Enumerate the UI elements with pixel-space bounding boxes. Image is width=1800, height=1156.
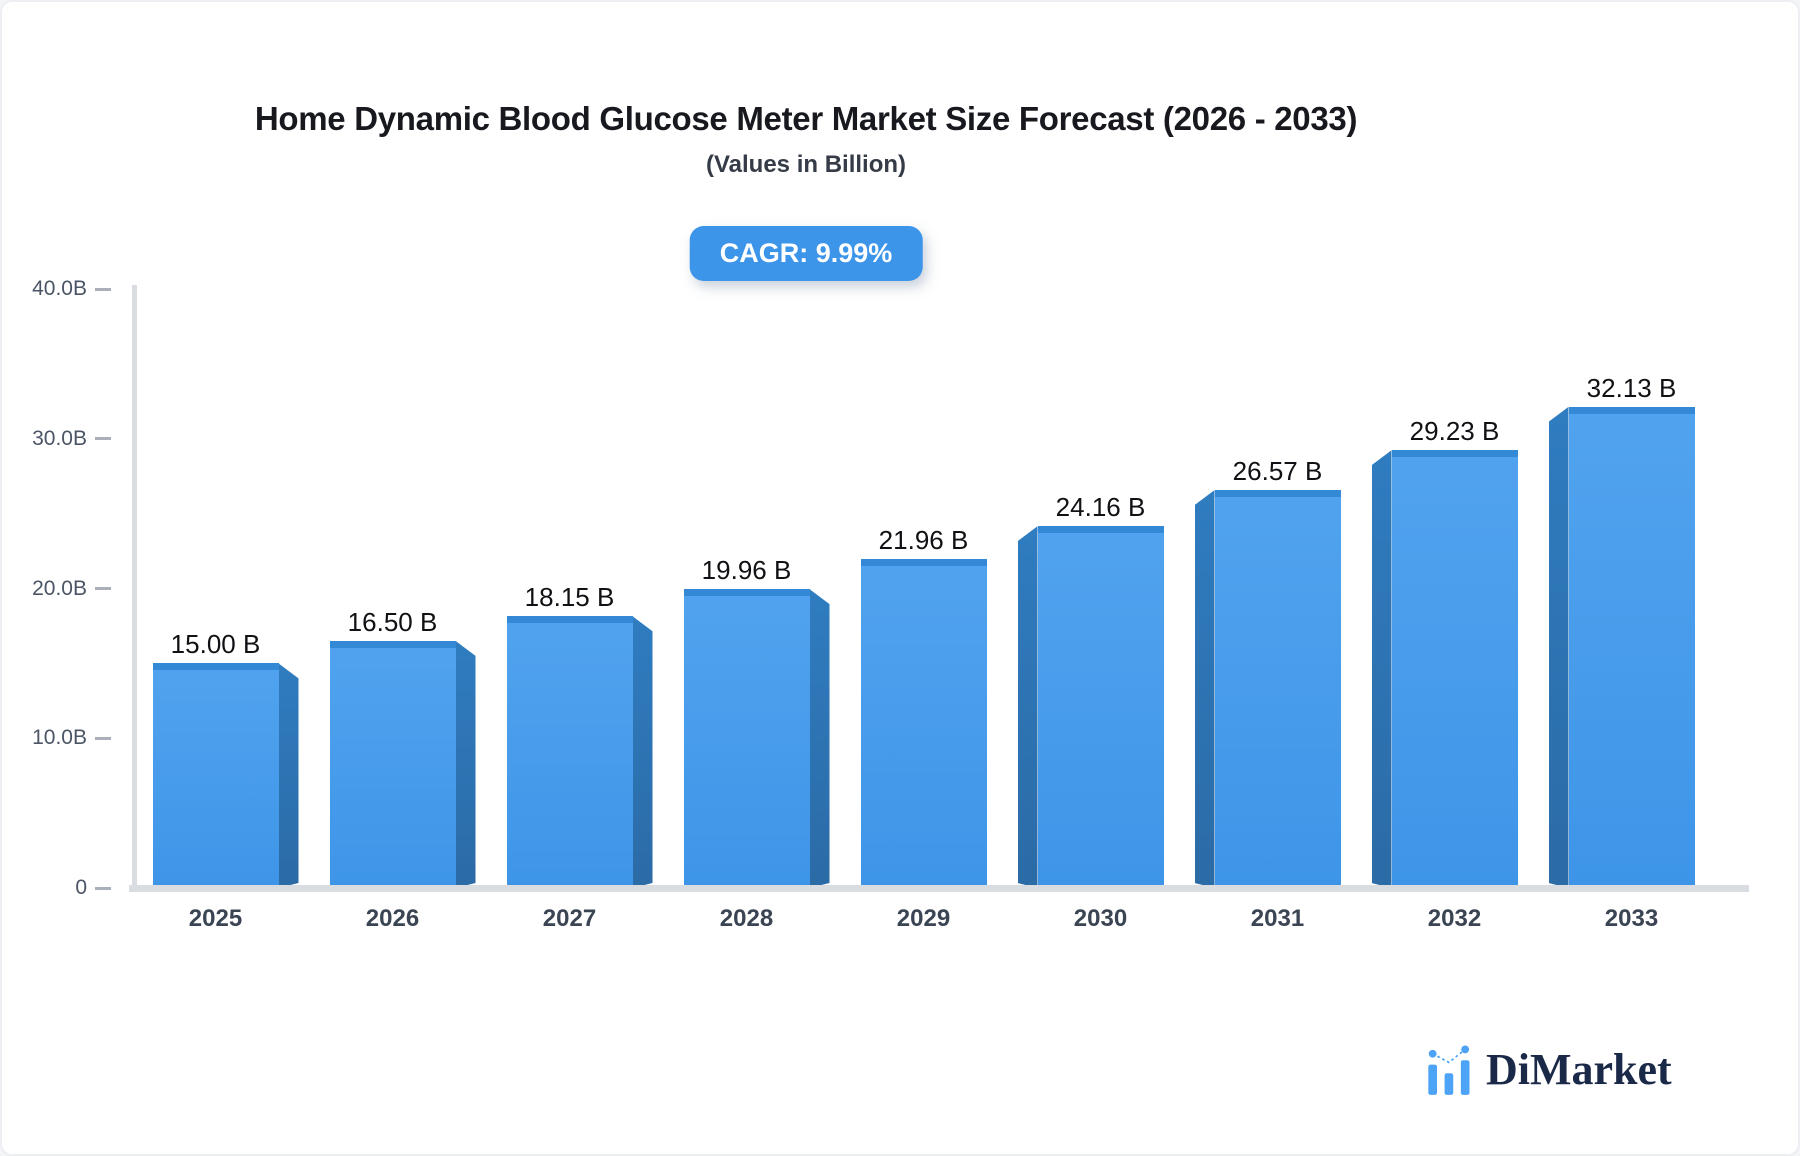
brand-watermark: DiMarket — [1426, 1044, 1672, 1096]
cagr-badge: CAGR: 9.99% — [689, 226, 923, 281]
bar-side-face-2025 — [279, 663, 299, 888]
x-label-2031: 2031 — [1250, 905, 1305, 932]
bar-chart-logo-icon — [1426, 1044, 1474, 1096]
y-tick-40.0B — [95, 287, 111, 291]
bar-2026[interactable] — [329, 640, 456, 888]
value-label-2025: 15.00 B — [170, 629, 261, 660]
bar-top-cap-2032 — [1391, 450, 1518, 458]
value-label-2026: 16.50 B — [347, 606, 438, 637]
value-label-2033: 32.13 B — [1586, 372, 1677, 403]
value-label-2028: 19.96 B — [701, 555, 792, 586]
bar-top-cap-2025 — [152, 663, 279, 671]
bar-side-face-2031 — [1195, 490, 1215, 888]
y-tick-10.0B — [95, 736, 111, 740]
bar-top-cap-2031 — [1214, 490, 1341, 498]
x-label-2028: 2028 — [719, 905, 774, 932]
value-label-2030: 24.16 B — [1055, 492, 1146, 523]
y-tick-label-0: 0 — [75, 876, 87, 899]
bar-top-cap-2033 — [1568, 406, 1695, 414]
x-label-2026: 2026 — [365, 905, 420, 932]
x-label-2033: 2033 — [1604, 905, 1659, 932]
y-tick-0 — [95, 886, 111, 890]
bar-top-cap-2026 — [329, 640, 456, 648]
y-tick-30.0B — [95, 437, 111, 441]
bar-2028[interactable] — [683, 589, 810, 888]
x-label-2029: 2029 — [896, 905, 951, 932]
x-label-2025: 2025 — [188, 905, 243, 932]
bar-side-face-2032 — [1372, 450, 1392, 888]
y-tick-label-20.0B: 20.0B — [32, 576, 87, 600]
value-label-2029: 21.96 B — [878, 525, 969, 556]
x-label-2032: 2032 — [1427, 905, 1482, 932]
y-tick-label-40.0B: 40.0B — [32, 277, 87, 300]
chart-subtitle: (Values in Billion) — [705, 151, 907, 178]
x-axis-baseline — [129, 885, 1749, 892]
y-tick-label-10.0B: 10.0B — [32, 726, 87, 750]
value-label-2027: 18.15 B — [524, 582, 615, 613]
bar-2030[interactable] — [1037, 526, 1164, 888]
bar-2031[interactable] — [1214, 490, 1341, 888]
bar-2029[interactable] — [860, 559, 987, 888]
x-label-2027: 2027 — [542, 905, 597, 932]
y-tick-20.0B — [95, 587, 111, 590]
bar-2025[interactable] — [152, 663, 279, 888]
bar-2032[interactable] — [1391, 450, 1518, 888]
bar-2033[interactable] — [1568, 406, 1695, 888]
y-axis-line — [132, 285, 137, 890]
bar-top-cap-2030 — [1037, 526, 1164, 534]
bar-top-cap-2029 — [860, 559, 987, 567]
bar-side-face-2033 — [1549, 407, 1569, 888]
y-tick-label-30.0B: 30.0B — [32, 426, 87, 450]
bar-2027[interactable] — [506, 616, 633, 888]
value-label-2032: 29.23 B — [1409, 416, 1500, 447]
bar-top-cap-2028 — [683, 589, 810, 597]
brand-name: DiMarket — [1486, 1045, 1672, 1094]
bar-side-face-2028 — [810, 589, 830, 888]
bar-top-cap-2027 — [506, 616, 633, 624]
value-label-2031: 26.57 B — [1232, 456, 1323, 487]
bar-side-face-2027 — [633, 616, 653, 888]
bar-side-face-2026 — [456, 641, 476, 888]
bar-side-face-2030 — [1018, 526, 1038, 888]
x-label-2030: 2030 — [1073, 905, 1128, 932]
chart-title: Home Dynamic Blood Glucose Meter Market … — [254, 100, 1358, 137]
